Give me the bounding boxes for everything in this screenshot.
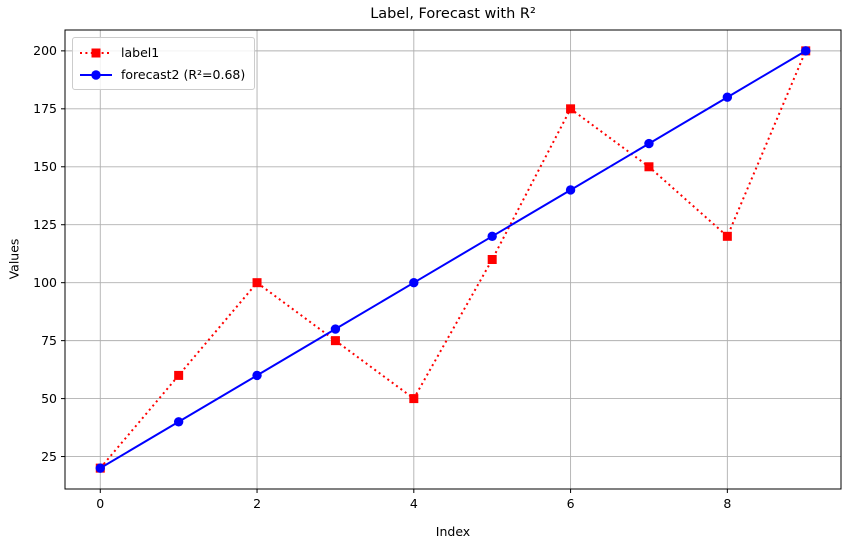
y-tick-label: 75 (41, 333, 57, 348)
data-point-marker-forecast2 (173, 417, 184, 427)
legend-label-forecast2: forecast2 (R²=0.68) (121, 67, 246, 82)
data-point-marker-label1 (487, 255, 497, 264)
data-point-marker-label1 (330, 336, 340, 346)
tick-labels: 0 2 4 6 8 25 50 75 100 125 150 175 200 (33, 43, 731, 511)
data-point-marker-forecast2 (409, 277, 419, 288)
data-point-marker-forecast2 (722, 92, 733, 102)
x-tick-label: 6 (567, 496, 575, 511)
data-point-marker-forecast2 (330, 324, 341, 334)
legend-swatch-graphic (80, 69, 112, 80)
x-axis-label: Index (435, 524, 471, 539)
data-point-marker-label1 (644, 162, 654, 172)
data-point-marker-label1 (409, 394, 419, 404)
legend-swatch-marker (91, 48, 101, 57)
data-point-marker-label1 (174, 370, 184, 380)
data-point-marker-forecast2 (644, 138, 654, 149)
x-tick-label: 2 (253, 496, 261, 511)
data-point-marker-label1 (722, 231, 732, 241)
legend-item-label1: label1 (79, 42, 245, 63)
legend-box: label1 forecast2 (R²=0.68) (72, 37, 256, 90)
data-point-marker-forecast2 (487, 231, 497, 242)
y-tick-label: 125 (33, 217, 57, 232)
data-point-marker-label1 (566, 104, 576, 114)
y-axis-label: Values (6, 238, 22, 280)
axes-spines (64, 29, 842, 490)
y-tick-label: 25 (41, 449, 57, 464)
legend-swatch-label1 (79, 46, 113, 60)
data-point-marker-forecast2 (95, 463, 105, 473)
y-tick-label: 200 (33, 43, 57, 58)
x-tick-label: 4 (410, 496, 418, 511)
y-tick-label: 100 (33, 275, 57, 290)
x-tick-label: 0 (96, 496, 104, 511)
y-tick-label: 150 (33, 159, 57, 174)
data-point-marker-forecast2 (252, 370, 262, 381)
y-tick-label: 50 (41, 391, 57, 406)
data-point-marker-forecast2 (565, 185, 576, 195)
legend-item-forecast2: forecast2 (R²=0.68) (79, 64, 245, 85)
y-tick-label: 175 (33, 101, 57, 116)
chart-title: Label, Forecast with R² (370, 6, 536, 22)
legend-swatch-graphic (80, 48, 112, 57)
data-point-marker-label1 (252, 278, 262, 288)
legend-swatch-marker (91, 69, 101, 80)
data-point-marker-forecast2 (801, 46, 811, 56)
series-line-forecast2 (99, 50, 807, 469)
legend-label-label1: label1 (121, 45, 160, 60)
series-forecast2 (95, 46, 811, 473)
grid-lines (65, 30, 841, 489)
legend-swatch-forecast2 (79, 68, 113, 82)
x-tick-label: 8 (723, 496, 731, 511)
tick-marks (61, 50, 728, 493)
